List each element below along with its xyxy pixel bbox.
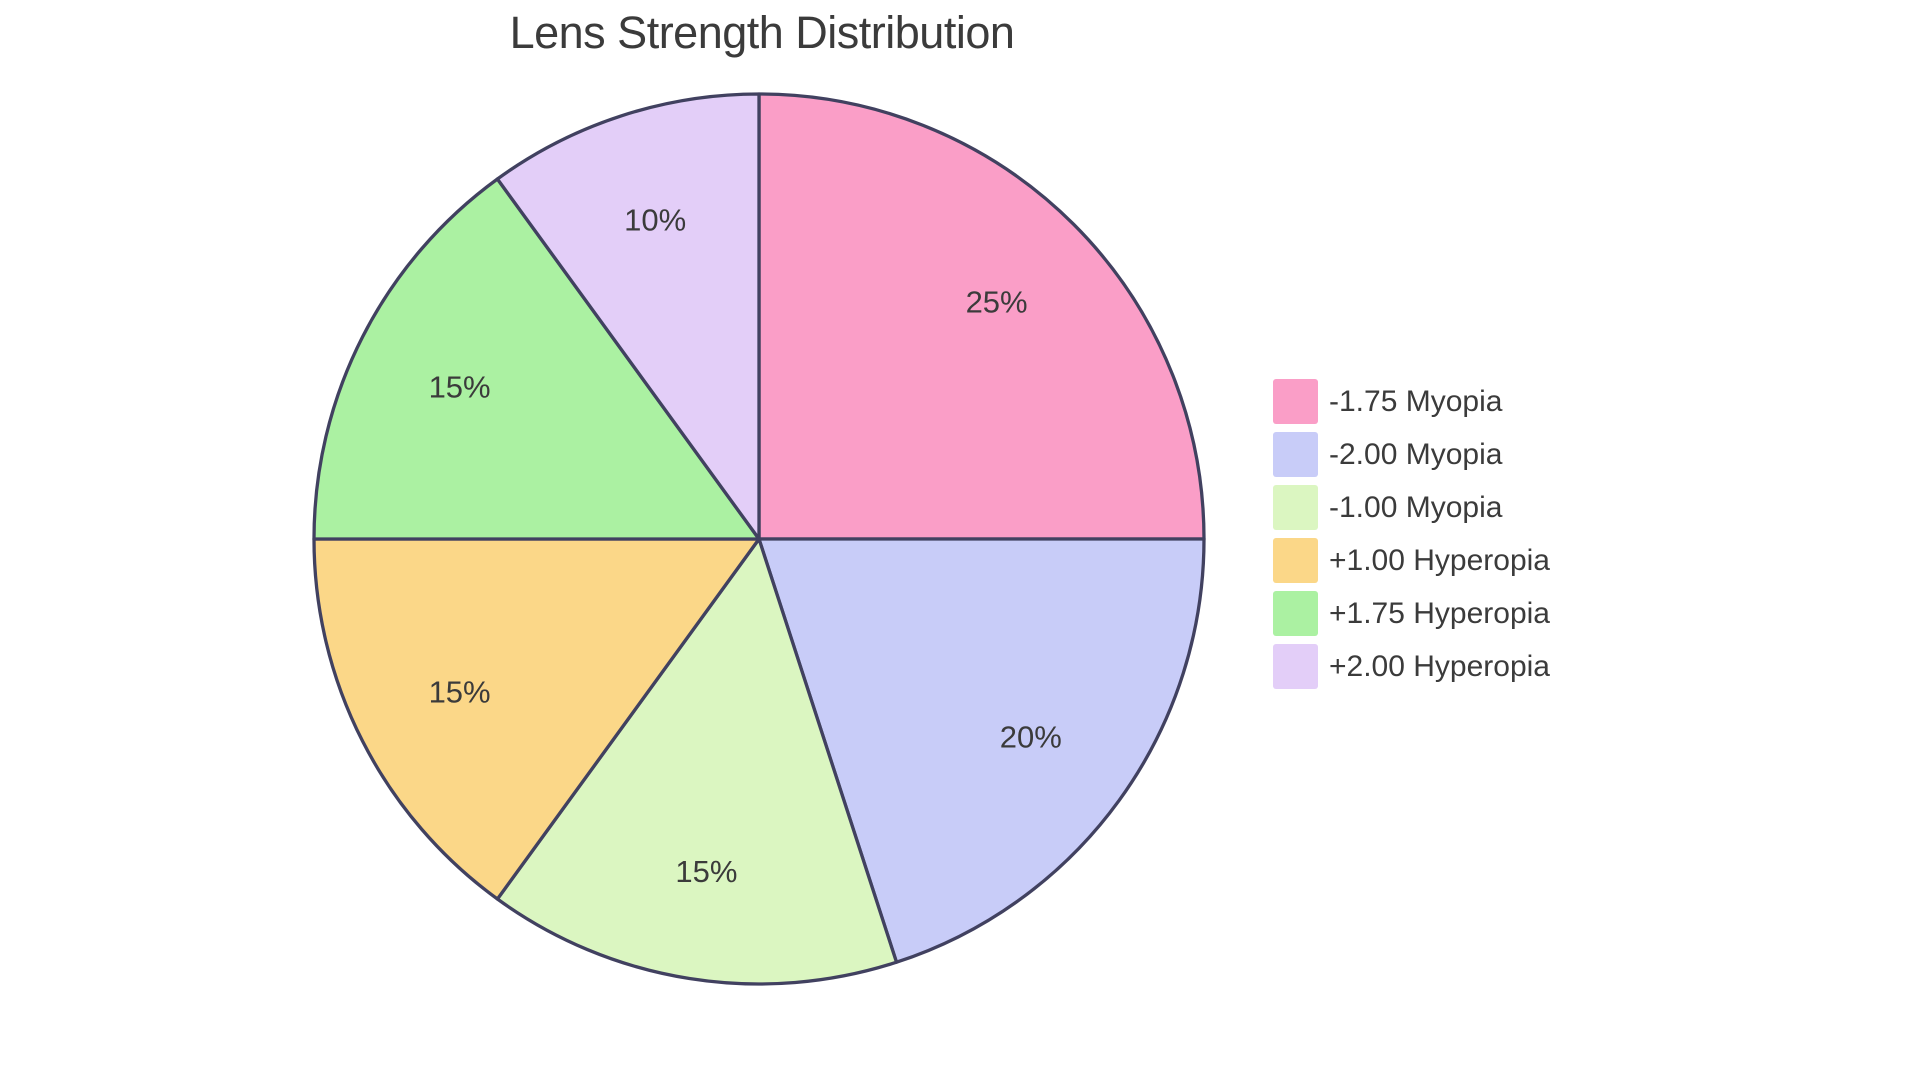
- legend: -1.75 Myopia -2.00 Myopia -1.00 Myopia +1.0…: [1273, 379, 1550, 697]
- slice-percentage-label: 15%: [429, 675, 491, 710]
- legend-swatch: [1273, 379, 1318, 424]
- chart-title: Lens Strength Distribution: [509, 7, 1015, 58]
- legend-item: -1.75 Myopia: [1273, 379, 1550, 424]
- legend-swatch: [1273, 644, 1318, 689]
- legend-swatch: [1273, 591, 1318, 636]
- pie-slice-5: [312, 177, 761, 541]
- legend-item: -1.00 Myopia: [1273, 485, 1550, 530]
- slice-percentage-label: 15%: [429, 370, 491, 405]
- legend-swatch: [1273, 485, 1318, 530]
- slice-percentage-label: 10%: [624, 203, 686, 238]
- legend-item: +1.75 Hyperopia: [1273, 591, 1550, 636]
- legend-label: +1.00 Hyperopia: [1329, 543, 1550, 577]
- slice-percentage-label: 25%: [966, 284, 1028, 319]
- legend-label: +1.75 Hyperopia: [1329, 596, 1550, 630]
- pie-slice-1: [757, 92, 1206, 541]
- pie-slice-2: [757, 537, 1206, 964]
- legend-label: +2.00 Hyperopia: [1329, 649, 1550, 683]
- pie-slice-4: [312, 537, 761, 901]
- legend-item: -2.00 Myopia: [1273, 432, 1550, 477]
- legend-label: -1.00 Myopia: [1329, 490, 1503, 524]
- legend-item: +2.00 Hyperopia: [1273, 644, 1550, 689]
- slice-percentage-label: 20%: [1000, 720, 1062, 755]
- slice-percentage-label: 15%: [675, 854, 737, 889]
- legend-item: +1.00 Hyperopia: [1273, 538, 1550, 583]
- legend-swatch: [1273, 538, 1318, 583]
- legend-swatch: [1273, 432, 1318, 477]
- pie-slice-3: [495, 537, 899, 986]
- legend-label: -1.75 Myopia: [1329, 384, 1503, 418]
- pie-slice-6: [495, 92, 761, 541]
- legend-label: -2.00 Myopia: [1329, 437, 1503, 471]
